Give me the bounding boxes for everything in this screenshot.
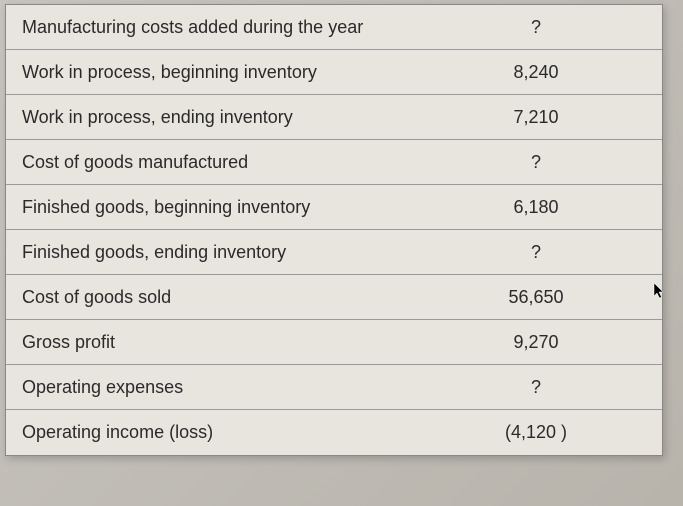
row-label: Gross profit [6, 321, 426, 364]
row-value: (4,120 ) [426, 411, 662, 454]
row-label: Finished goods, ending inventory [6, 231, 426, 274]
row-label: Operating income (loss) [6, 411, 426, 454]
row-value: ? [426, 6, 662, 49]
table-row: Gross profit 9,270 [6, 320, 662, 365]
row-value: 9,270 [426, 321, 662, 364]
row-value: ? [426, 141, 662, 184]
row-label: Work in process, ending inventory [6, 96, 426, 139]
row-value: ? [426, 366, 662, 409]
row-value: 8,240 [426, 51, 662, 94]
table-row: Operating expenses ? [6, 365, 662, 410]
row-label: Manufacturing costs added during the yea… [6, 6, 426, 49]
row-label: Operating expenses [6, 366, 426, 409]
table-row: Cost of goods sold 56,650 [6, 275, 662, 320]
table-row: Operating income (loss) (4,120 ) [6, 410, 662, 455]
table-row: Work in process, ending inventory 7,210 [6, 95, 662, 140]
row-value: 6,180 [426, 186, 662, 229]
table-row: Finished goods, ending inventory ? [6, 230, 662, 275]
row-label: Cost of goods manufactured [6, 141, 426, 184]
row-label: Work in process, beginning inventory [6, 51, 426, 94]
row-label: Finished goods, beginning inventory [6, 186, 426, 229]
table-row: Finished goods, beginning inventory 6,18… [6, 185, 662, 230]
row-value: 7,210 [426, 96, 662, 139]
table-row: Cost of goods manufactured ? [6, 140, 662, 185]
table-row: Work in process, beginning inventory 8,2… [6, 50, 662, 95]
row-value: 56,650 [426, 276, 662, 319]
financial-table: Manufacturing costs added during the yea… [5, 4, 663, 456]
table-row: Manufacturing costs added during the yea… [6, 5, 662, 50]
row-value: ? [426, 231, 662, 274]
row-label: Cost of goods sold [6, 276, 426, 319]
